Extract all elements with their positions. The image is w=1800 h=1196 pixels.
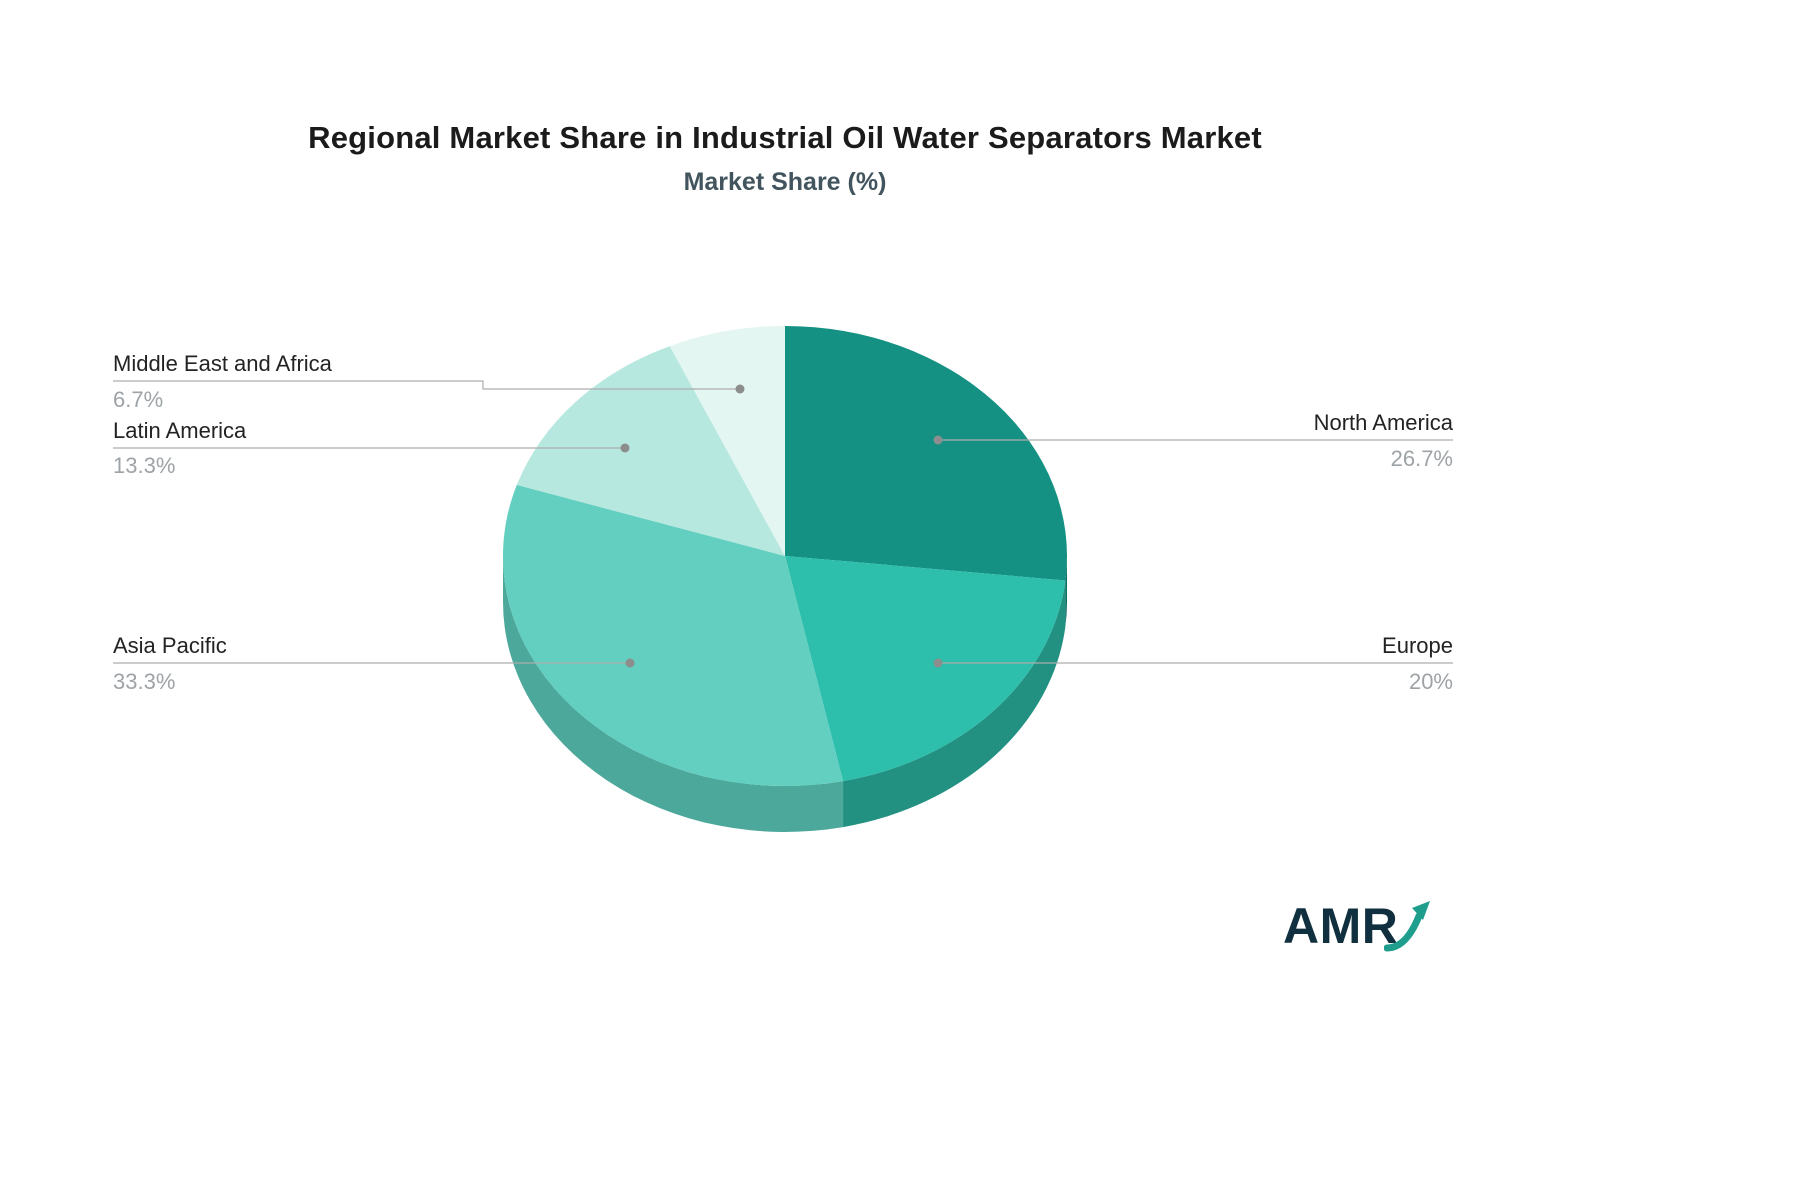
amr-logo: AMR	[1283, 898, 1399, 954]
slice-value-middle-east-africa: 6.7%	[113, 387, 164, 412]
slice-value-asia-pacific: 33.3%	[113, 669, 176, 694]
amr-logo-arrow-icon	[1383, 899, 1432, 958]
slice-label-north-america: North America	[1313, 410, 1453, 435]
slice-label-europe: Europe	[1382, 633, 1453, 658]
slice-value-latin-america: 13.3%	[113, 453, 176, 478]
slice-label-middle-east-africa: Middle East and Africa	[113, 351, 332, 376]
slice-value-europe: 20%	[1408, 669, 1453, 694]
slice-label-latin-america: Latin America	[113, 418, 247, 443]
chart-title: Regional Market Share in Industrial Oil …	[308, 120, 1262, 155]
slice-label-asia-pacific: Asia Pacific	[113, 633, 227, 658]
pie-slices	[503, 326, 1068, 786]
slice-value-north-america: 26.7%	[1390, 446, 1453, 471]
pie-3d-sides	[502, 556, 1067, 832]
leader-lines	[113, 380, 1453, 668]
chart-subtitle: Market Share (%)	[683, 168, 887, 196]
